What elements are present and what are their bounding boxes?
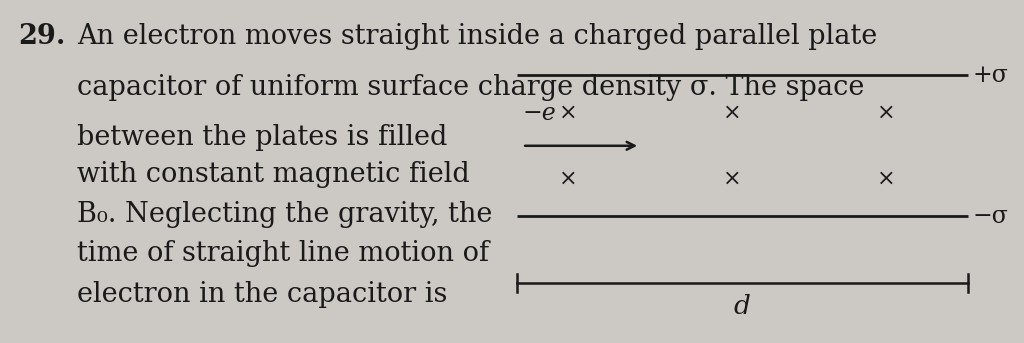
Text: ×: ×	[723, 167, 741, 189]
Text: ×: ×	[559, 167, 578, 189]
Text: ×: ×	[877, 102, 895, 124]
Text: ×: ×	[559, 102, 578, 124]
Text: −e: −e	[522, 102, 556, 125]
Text: with constant magnetic field: with constant magnetic field	[77, 162, 470, 188]
Text: 29.: 29.	[18, 23, 66, 49]
Text: −σ: −σ	[973, 204, 1009, 228]
Text: electron in the capacitor is: electron in the capacitor is	[77, 282, 447, 308]
Text: B₀. Neglecting the gravity, the: B₀. Neglecting the gravity, the	[77, 201, 493, 228]
Text: capacitor of uniform surface charge density σ. The space: capacitor of uniform surface charge dens…	[77, 74, 864, 101]
Text: ×: ×	[877, 167, 895, 189]
Text: An electron moves straight inside a charged parallel plate: An electron moves straight inside a char…	[77, 23, 877, 49]
Text: time of straight line motion of: time of straight line motion of	[77, 240, 488, 267]
Text: +σ: +σ	[973, 64, 1009, 87]
Text: ×: ×	[723, 102, 741, 124]
Text: between the plates is filled: between the plates is filled	[77, 124, 447, 151]
Text: d: d	[734, 295, 751, 319]
